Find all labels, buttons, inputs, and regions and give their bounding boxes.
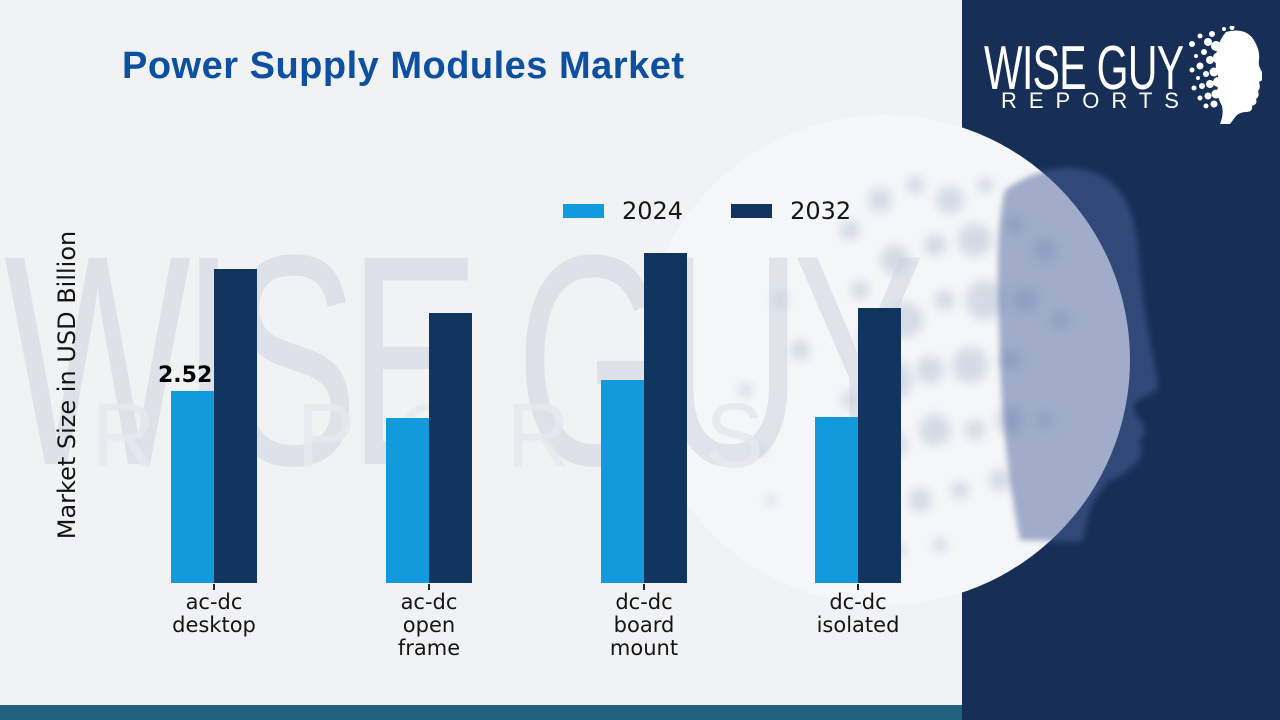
category-label: dc-dc board mount [609,590,679,660]
legend-item-2024: 2024 [563,197,683,225]
x-axis-tick [428,584,430,590]
bar-2032-ac-dc-desktop [214,269,257,583]
footer-accent-bar [0,705,1280,720]
legend-swatch-2032 [731,204,773,218]
chart-legend: 2024 2032 [563,197,851,225]
brand-logo-subtitle: REPORTS [1001,88,1191,113]
brand-logo-wordmark: WISE GUY [984,34,1184,103]
legend-label: 2024 [622,197,684,225]
category-label: ac-dc open frame [397,590,461,660]
bar-2032-dc-dc-board-mount [644,253,687,583]
legend-label: 2032 [790,197,852,225]
page-title: Power Supply Modules Market [122,45,685,87]
head-profile-dots-icon [1189,26,1262,124]
bar-2024-dc-dc-isolated [815,417,858,583]
bar-value-label: 2.52 [158,363,213,388]
bar-2032-ac-dc-open-frame [429,313,472,583]
legend-item-2032: 2032 [731,197,851,225]
bar-2032-dc-dc-isolated [858,308,901,583]
category-label: dc-dc isolated [816,590,900,637]
category-label: ac-dc desktop [172,590,256,637]
legend-swatch-2024 [563,204,604,218]
bar-2024-ac-dc-desktop [171,391,214,583]
x-axis-tick [213,584,215,590]
bar-2024-ac-dc-open-frame [386,418,429,583]
bar-2024-dc-dc-board-mount [601,380,644,583]
